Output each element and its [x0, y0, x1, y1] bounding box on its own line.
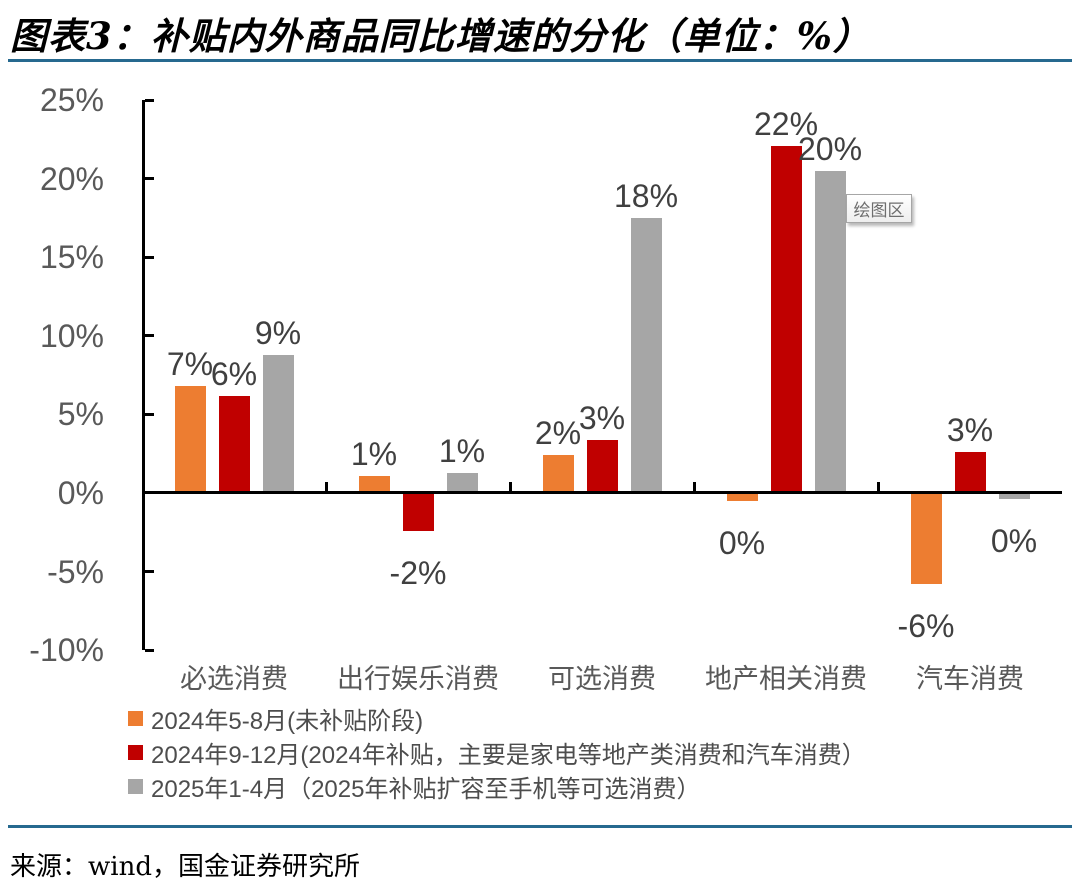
bar-value-label: 0% [990, 523, 1038, 560]
legend-item[interactable]: 2025年1-4月（2025年补贴扩容至手机等可选消费） [128, 769, 866, 803]
x-axis-tick [693, 482, 696, 491]
legend-item[interactable]: 2024年5-8月(未补贴阶段) [128, 701, 866, 735]
y-axis-tick [145, 334, 154, 338]
x-category-label: 地产相关消费 [705, 664, 867, 694]
bar-chart: 绘图区 25% 20% 15% 10% 5% 0% -5% -10% 7% 1% 2% 0% -6% 6%… [0, 70, 1080, 700]
bar-汽车消费-2[interactable] [954, 452, 986, 493]
bar-地产相关消费-1[interactable] [726, 493, 758, 501]
bar-可选消费-2[interactable] [586, 439, 618, 493]
bar-出行娱乐消费-3[interactable] [446, 472, 478, 493]
y-axis-tick [145, 412, 154, 416]
x-category-label: 汽车消费 [916, 664, 1024, 694]
bar-value-label: 7% [166, 346, 214, 383]
bar-value-label: 3% [578, 399, 626, 436]
y-axis-label: 5% [57, 396, 104, 433]
bar-汽车消费-3[interactable] [998, 493, 1030, 500]
y-axis-label: -5% [47, 553, 104, 590]
legend-item[interactable]: 2024年9-12月(2024年补贴，主要是家电等地产类消费和汽车消费） [128, 735, 866, 769]
x-axis-tick [509, 482, 512, 491]
legend-label: 2025年1-4月（2025年补贴扩容至手机等可选消费） [151, 775, 701, 803]
legend: 2024年5-8月(未补贴阶段) 2024年9-12月(2024年补贴，主要是家… [128, 701, 866, 803]
bar-可选消费-1[interactable] [542, 455, 574, 493]
bar-汽车消费-1[interactable] [910, 493, 942, 585]
x-axis-line [142, 491, 1062, 494]
bar-value-label: 1% [438, 432, 486, 469]
bar-value-label: 22% [753, 105, 819, 142]
bar-出行娱乐消费-2[interactable] [402, 493, 434, 531]
bar-必选消费-3[interactable] [262, 354, 294, 493]
x-axis-tick [325, 482, 328, 491]
bar-value-label: 20% [797, 130, 863, 167]
y-axis-tick [145, 177, 154, 181]
plot-area-tooltip: 绘图区 [846, 194, 912, 223]
bar-value-label: 0% [718, 524, 766, 561]
y-axis-line [142, 100, 145, 651]
bar-出行娱乐消费-1[interactable] [358, 475, 390, 493]
bar-value-label: 18% [613, 178, 679, 214]
y-axis-tick [145, 98, 154, 102]
y-axis-label: 15% [39, 239, 104, 276]
y-axis-tick [145, 255, 154, 259]
chart-title: 图表3：补贴内外商品同比增速的分化（单位：%） [10, 14, 871, 58]
legend-label: 2024年5-8月(未补贴阶段) [151, 707, 424, 735]
source-note: 来源：wind，国金证券研究所 [10, 852, 360, 882]
bar-value-label: 1% [350, 435, 398, 472]
x-category-label: 可选消费 [548, 664, 656, 694]
bar-value-label: 2% [534, 415, 582, 452]
top-divider [8, 59, 1072, 62]
bar-必选消费-1[interactable] [174, 386, 206, 493]
y-axis-label: -10% [29, 632, 104, 669]
y-axis-label: 0% [57, 475, 104, 511]
bar-value-label: 6% [210, 355, 258, 392]
bar-value-label: -2% [389, 554, 447, 591]
bar-地产相关消费-3[interactable] [814, 170, 846, 493]
legend-swatch-gray [128, 778, 143, 794]
y-axis-label: 20% [39, 160, 104, 197]
bar-value-label: 3% [946, 412, 994, 449]
y-axis-tick [145, 570, 154, 574]
y-axis-label: 25% [39, 82, 104, 119]
bar-必选消费-2[interactable] [218, 395, 250, 493]
x-axis-tick [877, 482, 880, 491]
legend-swatch-red [128, 744, 143, 760]
bar-地产相关消费-2[interactable] [770, 145, 802, 493]
bottom-divider [8, 825, 1072, 828]
bar-可选消费-3[interactable] [630, 218, 662, 493]
legend-label: 2024年9-12月(2024年补贴，主要是家电等地产类消费和汽车消费） [151, 741, 866, 769]
bar-value-label: -6% [897, 608, 955, 645]
x-category-label: 必选消费 [180, 664, 288, 694]
legend-swatch-orange [128, 710, 143, 726]
x-category-label: 出行娱乐消费 [337, 664, 499, 694]
y-axis-tick [145, 648, 154, 652]
y-axis-label: 10% [39, 317, 104, 354]
bar-value-label: 9% [254, 314, 302, 351]
